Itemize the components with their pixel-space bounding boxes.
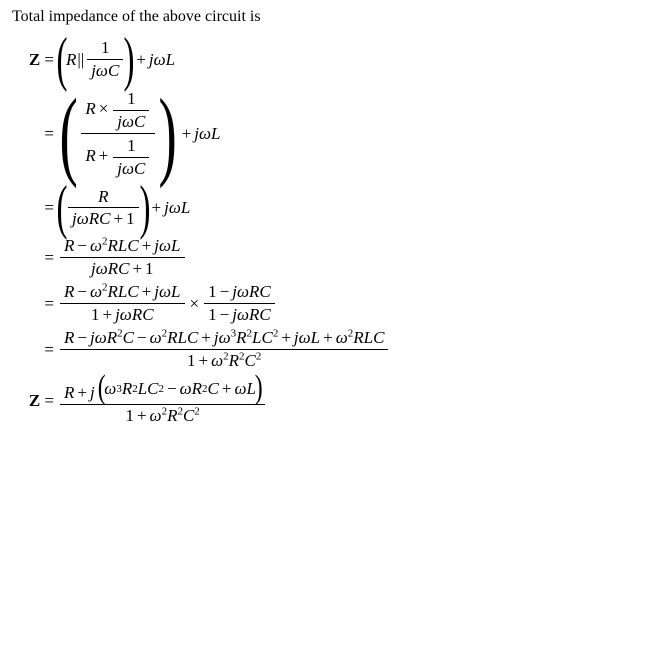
frac-6: R−jωR2C−ω2RLC+jω3R2LC2+jωL+ω2RLC 1+ω2R2C… bbox=[60, 327, 388, 371]
eq-line-4: = R−ω2RLC+jωL jωRC+1 bbox=[12, 235, 638, 279]
lead-1: Z = bbox=[12, 51, 58, 68]
frac-5b: 1−jωRC 1−jωRC bbox=[204, 281, 275, 325]
eq-line-3: = ( R jωRC+1 ) + jωL bbox=[12, 182, 638, 233]
lead-3: = bbox=[12, 199, 58, 216]
eq-line-2: = ( R× 1 jωC R+ 1 jωC ) + jωL bbox=[12, 87, 638, 180]
frac-4: R−ω2RLC+jωL jωRC+1 bbox=[60, 235, 185, 279]
paren-7-inner: ( ω3R2LC2−ωR2C+ωL ) bbox=[99, 374, 261, 403]
frac-1-over-jwc: 1 jωC bbox=[87, 37, 123, 81]
eq-line-6: = R−jωR2C−ω2RLC+jω3R2LC2+jωL+ω2RLC 1+ω2R… bbox=[12, 327, 638, 371]
intro-text: Total impedance of the above circuit is bbox=[12, 8, 638, 26]
eq-line-7: Z = R+j ( ω3R2LC2−ωR2C+ωL ) 1+ω2R2C2 bbox=[12, 373, 638, 426]
frac-5a: R−ω2RLC+jωL 1+jωRC bbox=[60, 281, 185, 325]
frac-3: R jωRC+1 bbox=[68, 186, 139, 230]
lead-4: = bbox=[12, 249, 58, 266]
paren-3: ( R jωRC+1 ) bbox=[58, 182, 149, 233]
frac-big-2: R× 1 jωC R+ 1 jωC bbox=[81, 87, 155, 180]
lead-7: Z = bbox=[12, 392, 58, 409]
lead-5: = bbox=[12, 295, 58, 312]
frac-7: R+j ( ω3R2LC2−ωR2C+ωL ) 1+ω2R2C2 bbox=[60, 373, 265, 426]
paren-2: ( R× 1 jωC R+ 1 jωC ) bbox=[58, 87, 179, 180]
lead-6: = bbox=[12, 341, 58, 358]
eq-line-1: Z = ( R || 1 jωC ) + jωL bbox=[12, 34, 638, 85]
eq-line-5: = R−ω2RLC+jωL 1+jωRC × 1−jωRC 1−jωRC bbox=[12, 281, 638, 325]
lead-2: = bbox=[12, 125, 58, 142]
